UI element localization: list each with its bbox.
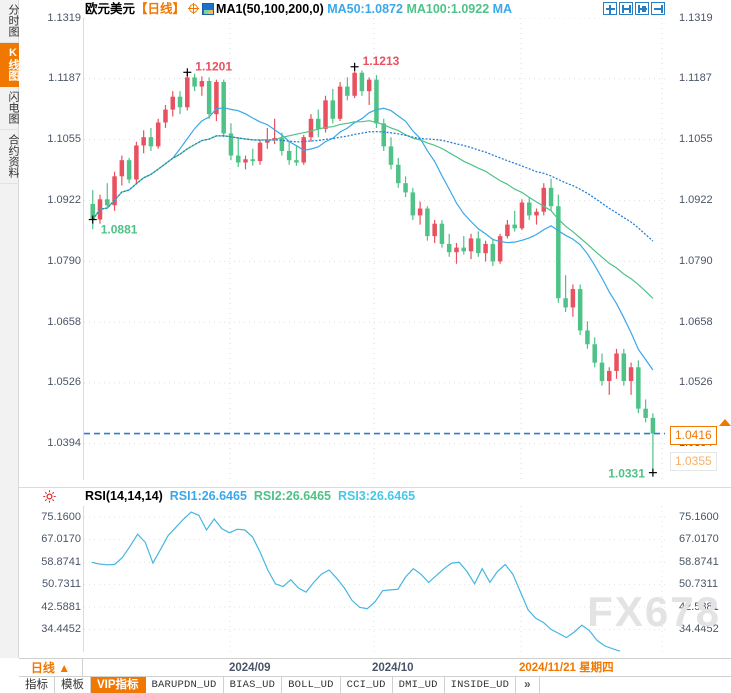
rsi-axis-right: 75.1600 67.0170 58.8741 50.7311 42.5881 34.44… (667, 488, 731, 659)
price-tick-right: 1.0658 (679, 315, 713, 328)
rsi-tick-right: 58.8741 (679, 555, 719, 568)
last-price-tag: 1.0416 (670, 425, 717, 445)
tab-barupdn-ud[interactable]: BARUPDN_UD (146, 677, 224, 693)
sidebar-item-kline[interactable]: K线图 (0, 43, 19, 87)
rsi-tick-right: 50.7311 (679, 578, 718, 591)
price-plot-area[interactable]: 1.1201 1.1213 1.0881 1.0331 (83, 18, 665, 480)
price-direction-arrow-icon (719, 418, 731, 426)
price-tick-right: 1.0526 (679, 376, 713, 389)
rsi-tick-left: 75.1600 (41, 510, 81, 523)
date-tick: 2024/09 (229, 662, 271, 674)
tab-boll-ud[interactable]: BOLL_UD (282, 677, 341, 693)
tab-templates[interactable]: 模板 (55, 677, 91, 693)
tab-inside-ud[interactable]: INSIDE_UD (445, 677, 517, 693)
price-tick-right: 1.1055 (679, 132, 713, 145)
rsi-line-svg (84, 506, 665, 652)
price-tick-right: 1.0790 (679, 254, 713, 267)
date-tick-current: 2024/11/21 星期四 (519, 662, 614, 674)
crosshair-tool-button[interactable] (603, 2, 617, 15)
tab-vip-indicators[interactable]: VIP指标 (91, 677, 146, 693)
price-axis-right: 1.1319 1.1187 1.1055 1.0922 1.0790 1.0658 1.05… (667, 0, 731, 487)
left-sidebar: 分时图 K线图 闪电图 合约资料 (0, 0, 19, 658)
rsi-tick-left: 42.5881 (41, 600, 81, 613)
mini-chart-icon[interactable] (202, 3, 215, 15)
rsi-tick-left: 50.7311 (42, 578, 81, 591)
price-tick-left: 1.1187 (48, 72, 81, 85)
tab-bias-ud[interactable]: BIAS_UD (224, 677, 283, 693)
rsi1-value: RSI1:26.6465 (169, 489, 247, 503)
rsi-tick-right: 34.4452 (679, 623, 719, 636)
tab-indicators[interactable]: 指标 (19, 677, 55, 693)
rsi-tick-left: 34.4452 (41, 623, 81, 636)
previous-close-tag: 1.0355 (670, 451, 717, 471)
rsi-tick-right: 42.5881 (679, 600, 719, 613)
price-tick-left: 1.0526 (47, 376, 81, 389)
ma100-value: MA100:1.0922 (406, 2, 490, 16)
date-tick: 2024/10 (372, 662, 414, 674)
tab-more[interactable]: » (516, 677, 540, 693)
crosshair-icon[interactable] (188, 3, 200, 14)
rsi-axis-left: 75.1600 67.0170 58.8741 50.7311 42.5881 34.44… (19, 488, 81, 659)
price-panel-header: 欧元美元【日线】 MA1(50,100,200,0) MA50:1.0872 MA… (85, 1, 512, 17)
rsi-panel-header: RSI(14,14,14) RSI1:26.6465 RSI2:26.6465 … (85, 489, 415, 504)
tabbar-filler (540, 677, 731, 693)
rsi-indicator-title: RSI(14,14,14) (85, 489, 163, 503)
ma200-value: MA (492, 2, 513, 16)
price-tick-left: 1.1055 (47, 132, 81, 145)
chart-frame: 欧元美元【日线】 MA1(50,100,200,0) MA50:1.0872 MA… (19, 0, 731, 658)
price-tick-left: 1.0658 (47, 315, 81, 328)
date-axis: 日线 ▲ 2024/09 2024/10 2024/11/21 星期四 (19, 658, 731, 677)
sidebar-item-timeshare[interactable]: 分时图 (0, 0, 19, 43)
sidebar-item-flash[interactable]: 闪电图 (0, 87, 19, 130)
rsi-tick-right: 75.1600 (679, 510, 719, 523)
period-label: 【日线】 (135, 2, 186, 16)
zoom-in-tool-button[interactable] (635, 2, 649, 15)
price-axis-left: 1.1319 1.1187 1.1055 1.0922 1.0790 1.0658 1.05… (19, 0, 81, 487)
rsi-plot-area[interactable] (83, 506, 665, 652)
rsi2-value: RSI2:26.6465 (253, 489, 332, 503)
tab-cci-ud[interactable]: CCI_UD (341, 677, 393, 693)
period-selector-button[interactable]: 日线 ▲ (19, 659, 83, 677)
sun-icon[interactable] (43, 490, 56, 503)
tab-dmi-ud[interactable]: DMI_UD (393, 677, 445, 693)
price-tick-right: 1.1187 (679, 72, 712, 85)
symbol-label: 欧元美元 (85, 2, 136, 16)
rsi-panel: RSI(14,14,14) RSI1:26.6465 RSI2:26.6465 … (19, 487, 731, 658)
rsi-tick-right: 67.0170 (679, 533, 719, 546)
rsi3-value: RSI3:26.6465 (337, 489, 416, 503)
rsi-tick-left: 58.8741 (41, 555, 81, 568)
ma-indicator-title: MA1(50,100,200,0) (216, 2, 324, 16)
price-tick-left: 1.0394 (47, 437, 81, 450)
sidebar-item-contract-info[interactable]: 合约资料 (0, 130, 19, 184)
price-tick-left: 1.0922 (47, 194, 81, 207)
price-tick-right: 1.1319 (679, 11, 713, 24)
indicator-tabbar: 指标 模板 VIP指标 BARUPDN_UD BIAS_UD BOLL_UD CCI_UD D… (19, 677, 731, 693)
rsi-tick-left: 67.0170 (41, 533, 81, 546)
price-panel: 欧元美元【日线】 MA1(50,100,200,0) MA50:1.0872 MA… (19, 0, 731, 487)
price-tick-left: 1.0790 (47, 254, 81, 267)
svg-text:1.0881: 1.0881 (101, 223, 138, 237)
scroll-right-tool-button[interactable] (651, 2, 665, 15)
fit-width-tool-button[interactable] (619, 2, 633, 15)
svg-text:1.1201: 1.1201 (195, 59, 232, 73)
svg-text:1.1213: 1.1213 (363, 54, 400, 68)
chart-toolbar (603, 2, 665, 15)
price-tick-right: 1.0922 (679, 194, 713, 207)
ma50-value: MA50:1.0872 (327, 2, 403, 16)
price-candlestick-svg: 1.1201 1.1213 1.0881 1.0331 (84, 18, 665, 480)
svg-text:1.0331: 1.0331 (608, 467, 645, 480)
price-tick-left: 1.1319 (47, 11, 81, 24)
